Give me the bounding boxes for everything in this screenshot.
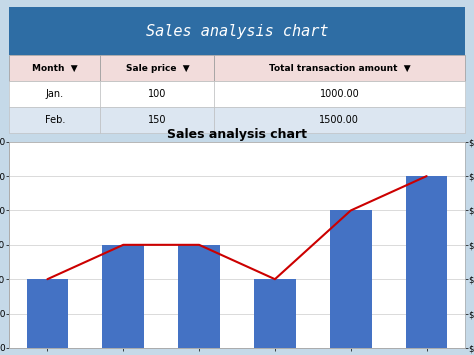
Bar bbox=[254, 279, 296, 348]
Title: Sales analysis chart: Sales analysis chart bbox=[167, 127, 307, 141]
Text: Sale price  ▼: Sale price ▼ bbox=[126, 64, 189, 73]
FancyBboxPatch shape bbox=[100, 55, 214, 81]
FancyBboxPatch shape bbox=[214, 107, 465, 133]
FancyBboxPatch shape bbox=[214, 55, 465, 81]
FancyBboxPatch shape bbox=[9, 107, 100, 133]
FancyBboxPatch shape bbox=[100, 81, 214, 107]
Text: Feb.: Feb. bbox=[45, 115, 65, 125]
Text: Sales analysis chart: Sales analysis chart bbox=[146, 23, 328, 39]
FancyBboxPatch shape bbox=[214, 81, 465, 107]
Text: Total transaction amount  ▼: Total transaction amount ▼ bbox=[269, 64, 410, 73]
Text: 1500.00: 1500.00 bbox=[319, 115, 359, 125]
FancyBboxPatch shape bbox=[9, 55, 100, 81]
Text: Jan.: Jan. bbox=[46, 89, 64, 99]
Text: 100: 100 bbox=[148, 89, 166, 99]
Bar bbox=[27, 279, 68, 348]
Bar bbox=[178, 245, 220, 348]
Text: 1000.00: 1000.00 bbox=[319, 89, 359, 99]
Text: Month  ▼: Month ▼ bbox=[32, 64, 78, 73]
Bar bbox=[102, 245, 144, 348]
FancyBboxPatch shape bbox=[100, 107, 214, 133]
Bar bbox=[330, 211, 372, 348]
FancyBboxPatch shape bbox=[9, 7, 465, 55]
FancyBboxPatch shape bbox=[9, 81, 100, 107]
Bar bbox=[406, 176, 447, 348]
Text: 150: 150 bbox=[148, 115, 167, 125]
